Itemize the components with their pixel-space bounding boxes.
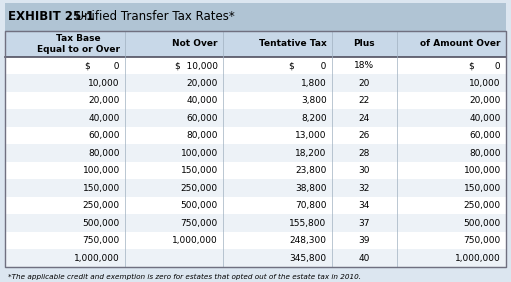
Bar [5, 232, 506, 249]
Text: 13,000: 13,000 [295, 131, 327, 140]
Text: 34: 34 [359, 201, 370, 210]
Text: Plus: Plus [354, 39, 375, 49]
Text: 18,200: 18,200 [295, 149, 327, 158]
Text: 18%: 18% [354, 61, 375, 70]
Text: 1,800: 1,800 [301, 79, 327, 88]
Text: 500,000: 500,000 [82, 219, 120, 228]
Text: 80,000: 80,000 [186, 131, 218, 140]
Text: of Amount Over: of Amount Over [420, 39, 501, 49]
Text: 60,000: 60,000 [469, 131, 501, 140]
Text: 20,000: 20,000 [470, 96, 501, 105]
Text: 24: 24 [359, 114, 370, 123]
Text: 1,000,000: 1,000,000 [172, 236, 218, 245]
Text: $       0: $ 0 [469, 61, 501, 70]
Text: EXHIBIT 25-1: EXHIBIT 25-1 [8, 10, 94, 23]
Text: 38,800: 38,800 [295, 184, 327, 193]
Text: 80,000: 80,000 [469, 149, 501, 158]
Bar [5, 57, 506, 74]
Text: 100,000: 100,000 [82, 166, 120, 175]
Text: Tentative Tax: Tentative Tax [259, 39, 327, 49]
Text: 60,000: 60,000 [186, 114, 218, 123]
Bar [5, 162, 506, 179]
Bar [5, 214, 506, 232]
Bar [5, 3, 506, 31]
Text: 20,000: 20,000 [187, 79, 218, 88]
Text: 248,300: 248,300 [290, 236, 327, 245]
Text: 40,000: 40,000 [187, 96, 218, 105]
Bar [5, 267, 506, 282]
Bar [5, 197, 506, 214]
Text: 150,000: 150,000 [180, 166, 218, 175]
Text: 40: 40 [359, 254, 370, 263]
Text: 28: 28 [359, 149, 370, 158]
Bar [5, 31, 506, 57]
Bar [5, 31, 506, 267]
Text: 345,800: 345,800 [289, 254, 327, 263]
Text: 500,000: 500,000 [463, 219, 501, 228]
Text: 30: 30 [359, 166, 370, 175]
Bar [5, 74, 506, 92]
Text: 3,800: 3,800 [301, 96, 327, 105]
Text: 100,000: 100,000 [463, 166, 501, 175]
Text: 250,000: 250,000 [180, 184, 218, 193]
Text: 150,000: 150,000 [82, 184, 120, 193]
Text: 70,800: 70,800 [295, 201, 327, 210]
Text: $  10,000: $ 10,000 [175, 61, 218, 70]
Bar [5, 109, 506, 127]
Text: 100,000: 100,000 [180, 149, 218, 158]
Text: 1,000,000: 1,000,000 [74, 254, 120, 263]
Text: 155,800: 155,800 [289, 219, 327, 228]
Text: Not Over: Not Over [172, 39, 218, 49]
Text: 750,000: 750,000 [463, 236, 501, 245]
Text: 750,000: 750,000 [180, 219, 218, 228]
Text: 37: 37 [359, 219, 370, 228]
Text: 39: 39 [359, 236, 370, 245]
Text: *The applicable credit and exemption is zero for estates that opted out of the e: *The applicable credit and exemption is … [8, 274, 361, 280]
Text: 80,000: 80,000 [88, 149, 120, 158]
Text: 26: 26 [359, 131, 370, 140]
Text: $         0: $ 0 [289, 61, 327, 70]
Text: 10,000: 10,000 [469, 79, 501, 88]
Bar [5, 249, 506, 267]
Text: 250,000: 250,000 [463, 201, 501, 210]
Text: 60,000: 60,000 [88, 131, 120, 140]
Bar [5, 179, 506, 197]
Text: 8,200: 8,200 [301, 114, 327, 123]
Text: $        0: $ 0 [85, 61, 120, 70]
Text: Tax Base
Equal to or Over: Tax Base Equal to or Over [37, 34, 120, 54]
Text: 1,000,000: 1,000,000 [455, 254, 501, 263]
Bar [5, 92, 506, 109]
Text: 250,000: 250,000 [83, 201, 120, 210]
Text: 20,000: 20,000 [88, 96, 120, 105]
Text: 20: 20 [359, 79, 370, 88]
Text: Unified Transfer Tax Rates*: Unified Transfer Tax Rates* [68, 10, 235, 23]
Text: 22: 22 [359, 96, 370, 105]
Bar [5, 144, 506, 162]
Text: 23,800: 23,800 [295, 166, 327, 175]
Bar [5, 127, 506, 144]
Text: 150,000: 150,000 [463, 184, 501, 193]
Text: 32: 32 [359, 184, 370, 193]
Text: 500,000: 500,000 [180, 201, 218, 210]
Text: 40,000: 40,000 [88, 114, 120, 123]
Text: 40,000: 40,000 [470, 114, 501, 123]
Text: 10,000: 10,000 [88, 79, 120, 88]
Text: 750,000: 750,000 [82, 236, 120, 245]
